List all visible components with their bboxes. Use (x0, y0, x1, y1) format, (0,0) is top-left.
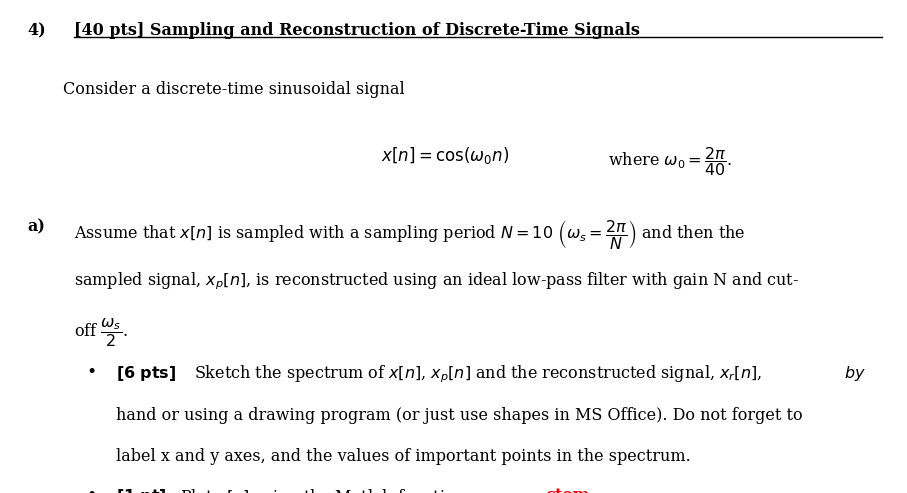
Text: a): a) (27, 218, 45, 235)
Text: •: • (86, 487, 96, 493)
Text: 4): 4) (27, 22, 46, 39)
Text: $x[n] = \cos(\omega_0 n)$: $x[n] = \cos(\omega_0 n)$ (381, 145, 509, 167)
Text: off $\dfrac{\omega_s}{2}$.: off $\dfrac{\omega_s}{2}$. (74, 317, 128, 349)
Text: Plot $x[n]$ using the Matlab function: Plot $x[n]$ using the Matlab function (180, 487, 465, 493)
Text: sampled signal, $x_p[n]$, is reconstructed using an ideal low-pass filter with g: sampled signal, $x_p[n]$, is reconstruct… (74, 270, 799, 292)
Text: .: . (588, 487, 593, 493)
Text: $\mathbf{[1\ pt]}$: $\mathbf{[1\ pt]}$ (116, 487, 167, 493)
Text: stem: stem (546, 487, 590, 493)
Text: Assume that $x[n]$ is sampled with a sampling period $N = 10$ $\left(\omega_s = : Assume that $x[n]$ is sampled with a sam… (74, 218, 746, 251)
Text: Consider a discrete-time sinusoidal signal: Consider a discrete-time sinusoidal sign… (63, 81, 405, 98)
Text: where $\omega_0 = \dfrac{2\pi}{40}$.: where $\omega_0 = \dfrac{2\pi}{40}$. (608, 145, 732, 178)
Text: $\mathbf{[6\ pts]}$: $\mathbf{[6\ pts]}$ (116, 364, 176, 383)
Text: •: • (86, 364, 96, 381)
Text: [40 pts] Sampling and Reconstruction of Discrete-Time Signals: [40 pts] Sampling and Reconstruction of … (74, 22, 640, 39)
Text: hand or using a drawing program (or just use shapes in MS Office). Do not forget: hand or using a drawing program (or just… (116, 407, 803, 423)
Text: $\mathit{by}$: $\mathit{by}$ (844, 364, 865, 383)
Text: label x and y axes, and the values of important points in the spectrum.: label x and y axes, and the values of im… (116, 448, 691, 464)
Text: Sketch the spectrum of $x[n]$, $x_p[n]$ and the reconstructed signal, $x_r[n]$,: Sketch the spectrum of $x[n]$, $x_p[n]$ … (194, 364, 762, 386)
